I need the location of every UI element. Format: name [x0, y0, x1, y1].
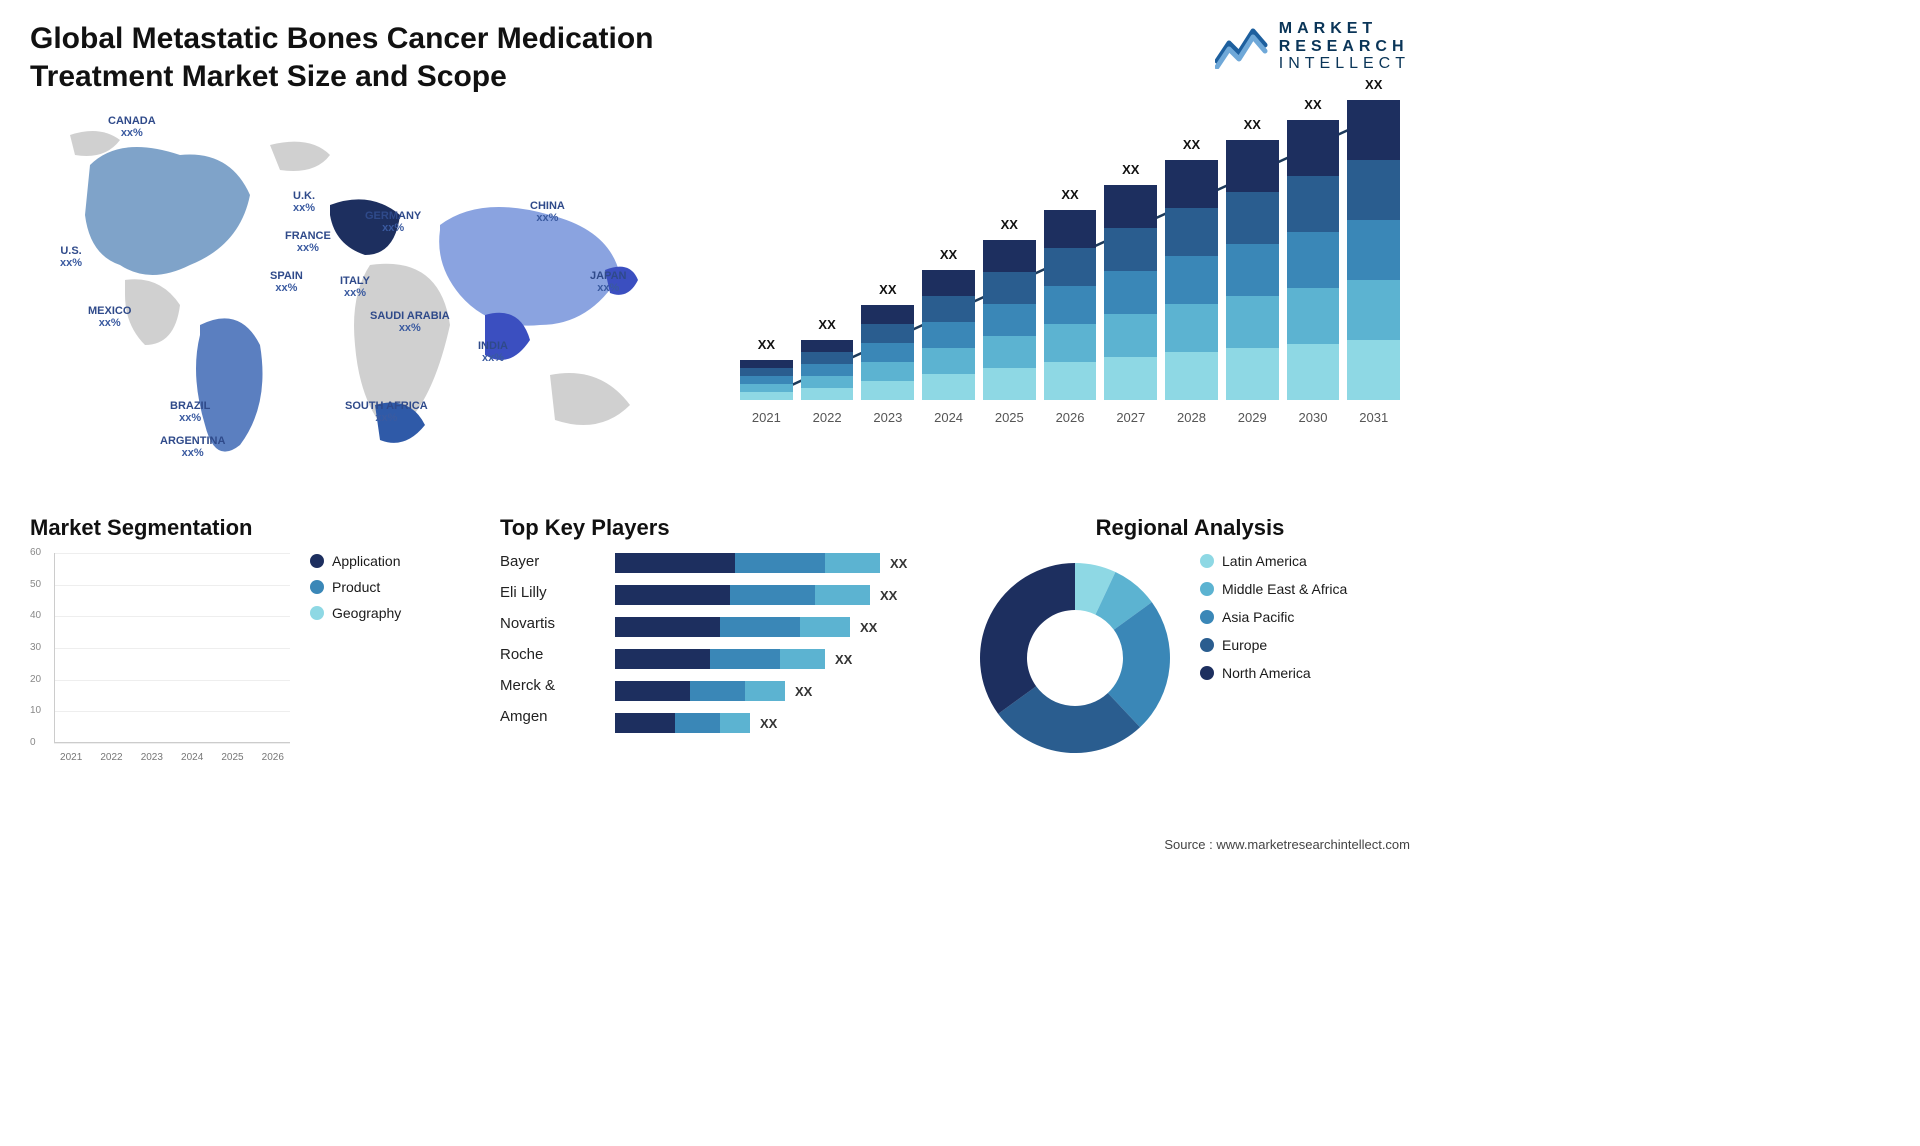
forecast-bar: XX 2027	[1104, 162, 1157, 425]
players-title: Top Key Players	[500, 515, 940, 541]
player-name: Roche	[500, 646, 595, 663]
player-name: Bayer	[500, 553, 595, 570]
bar-value-label: XX	[879, 282, 896, 297]
segmentation-chart: 0102030405060 202120222023202420252026	[30, 553, 290, 763]
legend-item: Europe	[1200, 637, 1347, 653]
map-label: SAUDI ARABIAxx%	[370, 310, 450, 334]
player-name: Novartis	[500, 615, 595, 632]
player-bar-row: XX	[615, 649, 940, 669]
segmentation-panel: Market Segmentation 0102030405060 202120…	[30, 515, 470, 795]
map-label: BRAZILxx%	[170, 400, 210, 424]
forecast-bar: XX 2025	[983, 217, 1036, 425]
legend-item: Asia Pacific	[1200, 609, 1347, 625]
segmentation-legend: Application Product Geography	[310, 553, 401, 621]
bar-year-label: 2022	[813, 410, 842, 425]
bar-value-label: XX	[1304, 97, 1321, 112]
bar-year-label: 2030	[1299, 410, 1328, 425]
bar-year-label: 2027	[1116, 410, 1145, 425]
map-label: SOUTH AFRICAxx%	[345, 400, 428, 424]
player-name: Merck &	[500, 677, 595, 694]
bar-value-label: XX	[818, 317, 835, 332]
forecast-bar: XX 2024	[922, 247, 975, 425]
forecast-bar: XX 2028	[1165, 137, 1218, 425]
map-label: JAPANxx%	[590, 270, 626, 294]
regional-legend: Latin America Middle East & Africa Asia Pa…	[1200, 553, 1347, 681]
map-label: CHINAxx%	[530, 200, 565, 224]
logo-line1: MARKET	[1279, 20, 1410, 38]
map-label: GERMANYxx%	[365, 210, 421, 234]
forecast-bar: XX 2029	[1226, 117, 1279, 425]
bar-value-label: XX	[758, 337, 775, 352]
legend-item: Middle East & Africa	[1200, 581, 1347, 597]
bar-year-label: 2026	[1056, 410, 1085, 425]
map-label: CANADAxx%	[108, 115, 156, 139]
world-map: CANADAxx% U.S.xx% MEXICOxx% BRAZILxx% ARGENT…	[30, 105, 690, 485]
bar-year-label: 2023	[873, 410, 902, 425]
bar-value-label: XX	[1183, 137, 1200, 152]
regional-donut-chart	[970, 553, 1180, 763]
map-label: U.S.xx%	[60, 245, 82, 269]
legend-item: Product	[310, 579, 401, 595]
legend-item: Latin America	[1200, 553, 1347, 569]
map-label: MEXICOxx%	[88, 305, 131, 329]
forecast-bar-chart: XX 2021 XX 2022 XX 2023 XX 2024 XX 2025 XX 2026 XX 20…	[730, 105, 1410, 485]
player-bar-row: XX	[615, 585, 940, 605]
map-label: U.K.xx%	[293, 190, 315, 214]
bar-value-label: XX	[1122, 162, 1139, 177]
segmentation-title: Market Segmentation	[30, 515, 470, 541]
player-bar-row: XX	[615, 553, 940, 573]
player-bar-row: XX	[615, 681, 940, 701]
legend-item: Application	[310, 553, 401, 569]
logo-line2: RESEARCH	[1279, 38, 1410, 56]
bar-year-label: 2024	[934, 410, 963, 425]
bar-year-label: 2028	[1177, 410, 1206, 425]
bar-year-label: 2025	[995, 410, 1024, 425]
players-bars: XX XX XX XX XX XX	[615, 553, 940, 733]
bar-year-label: 2029	[1238, 410, 1267, 425]
players-panel: Top Key Players Bayer Eli Lilly Novartis Ro…	[500, 515, 940, 795]
page-title: Global Metastatic Bones Cancer Medicatio…	[30, 20, 730, 95]
player-name: Amgen	[500, 708, 595, 725]
bar-value-label: XX	[940, 247, 957, 262]
legend-item: North America	[1200, 665, 1347, 681]
player-name: Eli Lilly	[500, 584, 595, 601]
map-label: FRANCExx%	[285, 230, 331, 254]
source-text: Source : www.marketresearchintellect.com	[1164, 837, 1410, 852]
forecast-bar: XX 2026	[1044, 187, 1097, 425]
bar-value-label: XX	[1244, 117, 1261, 132]
logo-mark-icon	[1215, 23, 1271, 69]
player-bar-row: XX	[615, 713, 940, 733]
forecast-bar: XX 2030	[1287, 97, 1340, 425]
forecast-bar: XX 2021	[740, 337, 793, 425]
forecast-bar: XX 2022	[801, 317, 854, 425]
bar-year-label: 2021	[752, 410, 781, 425]
bar-value-label: XX	[1365, 77, 1382, 92]
logo-line3: INTELLECT	[1279, 55, 1410, 73]
map-label: INDIAxx%	[478, 340, 508, 364]
forecast-bar: XX 2023	[861, 282, 914, 425]
legend-item: Geography	[310, 605, 401, 621]
bar-value-label: XX	[1001, 217, 1018, 232]
bar-value-label: XX	[1061, 187, 1078, 202]
map-label: ARGENTINAxx%	[160, 435, 225, 459]
bar-year-label: 2031	[1359, 410, 1388, 425]
regional-panel: Regional Analysis Latin America Middle Ea…	[970, 515, 1410, 795]
brand-logo: MARKET RESEARCH INTELLECT	[1215, 20, 1410, 73]
regional-title: Regional Analysis	[970, 515, 1410, 541]
players-names: Bayer Eli Lilly Novartis Roche Merck & Amgen	[500, 553, 595, 733]
map-label: SPAINxx%	[270, 270, 303, 294]
player-bar-row: XX	[615, 617, 940, 637]
forecast-bar: XX 2031	[1347, 77, 1400, 425]
donut-slice	[980, 563, 1075, 714]
map-label: ITALYxx%	[340, 275, 370, 299]
